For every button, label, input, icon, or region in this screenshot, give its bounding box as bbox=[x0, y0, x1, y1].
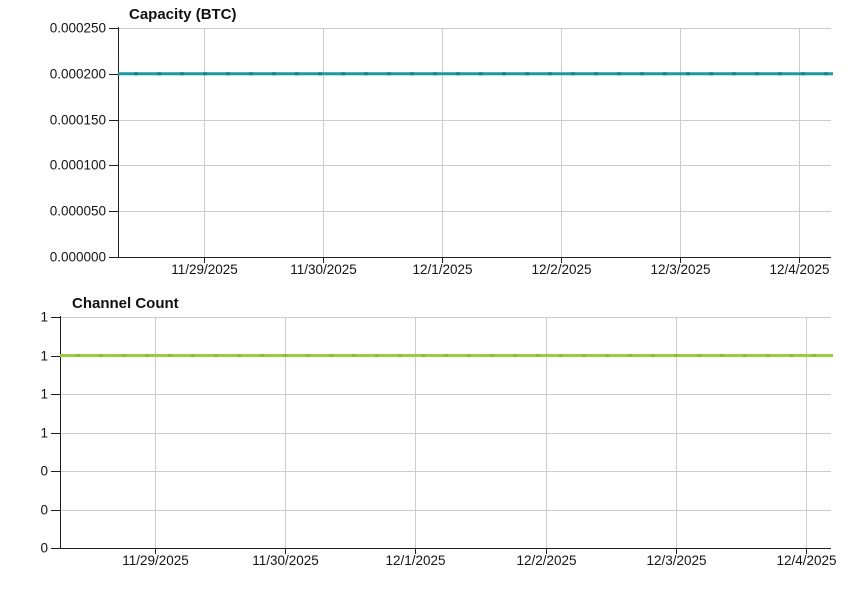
x-tick-label: 11/29/2025 bbox=[171, 262, 238, 277]
y-tick-label: 0.000150 bbox=[50, 113, 106, 128]
x-tick-label: 12/3/2025 bbox=[650, 262, 710, 277]
y-tick-label: 1 bbox=[40, 310, 48, 325]
capacity-chart-title: Capacity (BTC) bbox=[129, 6, 237, 23]
channel-count-chart: 11/29/2025 11/30/2025 12/1/2025 12/2/2025 12… bbox=[40, 310, 836, 569]
capacity-btc-chart: 11/29/2025 11/30/2025 12/1/2025 12/2/2025 12… bbox=[50, 21, 833, 277]
channel-count-chart-title: Channel Count bbox=[72, 295, 179, 312]
axes bbox=[117, 27, 831, 259]
x-tick-label: 12/4/2025 bbox=[769, 262, 829, 277]
y-tick-label: 0 bbox=[40, 503, 48, 518]
gridlines bbox=[60, 317, 831, 549]
y-tick-label: 0.000000 bbox=[50, 250, 106, 265]
y-tick-label: 0 bbox=[40, 541, 48, 556]
y-tick-label: 0.000250 bbox=[50, 21, 106, 36]
y-tick-label: 0.000100 bbox=[50, 158, 106, 173]
x-tick-label: 12/1/2025 bbox=[385, 553, 445, 568]
x-tick-label: 12/2/2025 bbox=[531, 262, 591, 277]
y-tick-label: 1 bbox=[40, 349, 48, 364]
x-tick-label: 11/30/2025 bbox=[290, 262, 357, 277]
y-tick-label: 0 bbox=[40, 464, 48, 479]
x-tick-label: 11/30/2025 bbox=[252, 553, 319, 568]
x-tick-label: 12/1/2025 bbox=[412, 262, 472, 277]
x-tick-label: 12/2/2025 bbox=[516, 553, 576, 568]
x-tick-label: 11/29/2025 bbox=[122, 553, 189, 568]
y-tick-label: 1 bbox=[40, 387, 48, 402]
y-tick-label: 1 bbox=[40, 426, 48, 441]
y-tick-label: 0.000200 bbox=[50, 67, 106, 82]
x-tick-label: 12/4/2025 bbox=[776, 553, 836, 568]
gridlines bbox=[118, 28, 831, 258]
y-tick-label: 0.000050 bbox=[50, 204, 106, 219]
axes bbox=[59, 316, 831, 550]
x-tick-label: 12/3/2025 bbox=[646, 553, 706, 568]
